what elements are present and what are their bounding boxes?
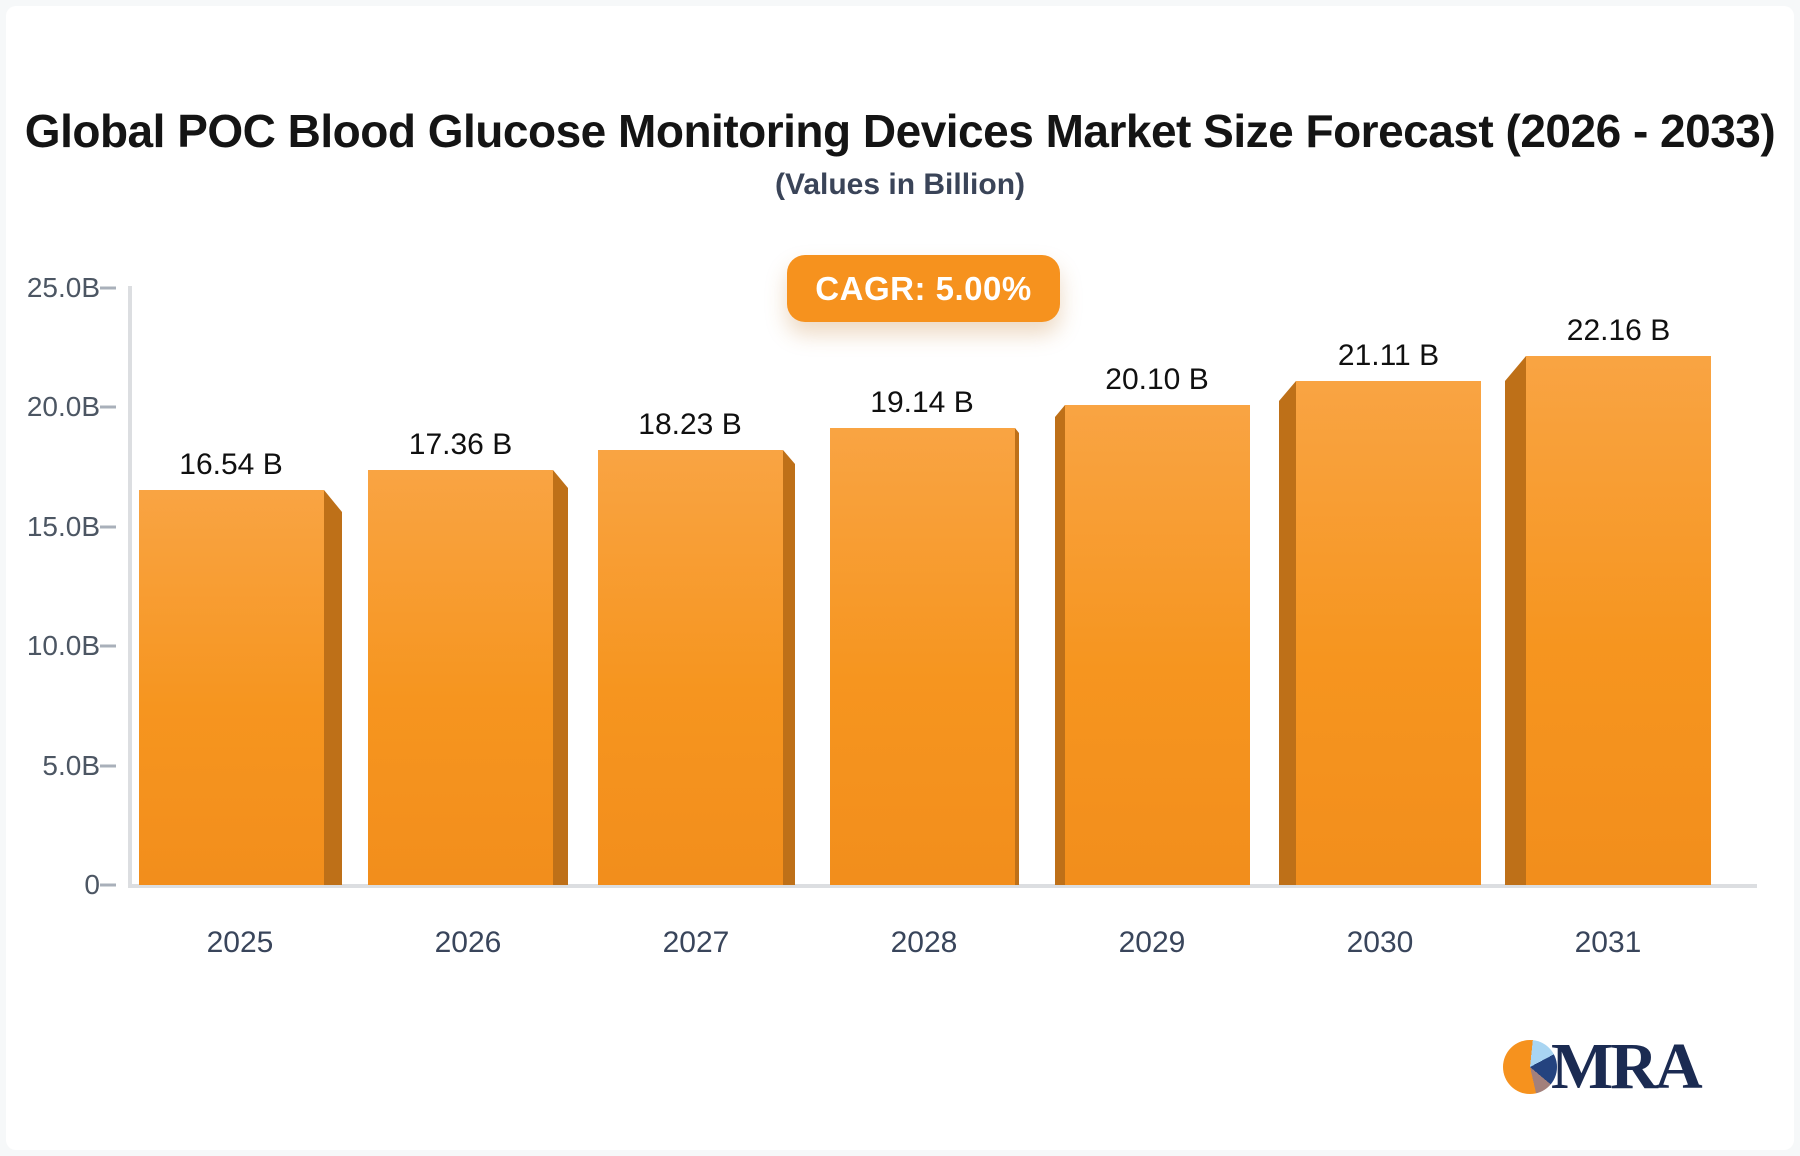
y-axis-label: 15.0B bbox=[26, 510, 100, 542]
bar-value-label: 20.10 B bbox=[1105, 363, 1209, 396]
bar-group bbox=[598, 450, 795, 885]
bar-group bbox=[1055, 405, 1250, 885]
bar-value-label: 22.16 B bbox=[1566, 314, 1671, 347]
bar bbox=[598, 450, 783, 885]
bar-side-face bbox=[1279, 381, 1296, 885]
bar-side-face bbox=[324, 490, 342, 885]
bar bbox=[1065, 405, 1250, 885]
y-axis-label: 10.0B bbox=[26, 630, 100, 662]
bar-side-face bbox=[1055, 405, 1065, 885]
y-axis-label: 20.0B bbox=[26, 391, 100, 423]
cagr-badge-label: CAGR: 5.00% bbox=[815, 269, 1032, 307]
x-axis-line bbox=[128, 884, 1757, 888]
bar bbox=[368, 470, 553, 885]
y-axis-line bbox=[128, 286, 132, 888]
mra-logo: MRA bbox=[1503, 1030, 1703, 1103]
chart-title: Global POC Blood Glucose Monitoring Devi… bbox=[24, 105, 1776, 157]
bar bbox=[1526, 356, 1711, 885]
y-axis-tick bbox=[100, 764, 116, 768]
bar bbox=[830, 428, 1015, 885]
bar-group bbox=[1279, 381, 1481, 885]
y-axis-label: 0 bbox=[84, 869, 100, 900]
bar-value-label: 17.36 B bbox=[408, 428, 513, 461]
y-axis-tick bbox=[100, 525, 116, 529]
bar-group bbox=[139, 490, 342, 885]
x-axis-label: 2030 bbox=[1346, 926, 1414, 959]
cagr-badge: CAGR: 5.00% bbox=[787, 255, 1060, 322]
x-axis-label: 2029 bbox=[1118, 926, 1186, 959]
pie-chart-logo-icon bbox=[1503, 1040, 1557, 1094]
bar-group bbox=[830, 428, 1019, 885]
bar-side-face bbox=[1505, 356, 1526, 885]
bar bbox=[139, 490, 324, 885]
y-axis-tick bbox=[100, 286, 116, 290]
bar-group bbox=[368, 470, 568, 885]
bar-value-label: 21.11 B bbox=[1337, 339, 1440, 372]
bar-value-label: 18.23 B bbox=[638, 408, 742, 441]
x-axis-label: 2031 bbox=[1574, 926, 1642, 959]
x-axis-label: 2028 bbox=[890, 926, 958, 959]
x-axis-label: 2026 bbox=[434, 926, 502, 959]
bar-side-face bbox=[553, 470, 568, 885]
y-axis-tick bbox=[100, 405, 116, 409]
y-axis-tick bbox=[100, 644, 116, 648]
bar-side-face bbox=[783, 450, 795, 885]
bar-side-face bbox=[1015, 428, 1019, 885]
bar bbox=[1296, 381, 1481, 885]
bar-group bbox=[1505, 356, 1711, 885]
x-axis-label: 2025 bbox=[206, 926, 274, 959]
y-axis-label: 5.0B bbox=[42, 749, 100, 781]
bar-value-label: 19.14 B bbox=[870, 386, 974, 419]
x-axis-label: 2027 bbox=[662, 926, 730, 959]
y-axis-tick bbox=[100, 883, 116, 887]
bar-value-label: 16.54 B bbox=[179, 448, 283, 481]
logo-text: MRA bbox=[1551, 1030, 1703, 1103]
chart-subtitle: (Values in Billion) bbox=[774, 168, 1026, 201]
y-axis-label: 25.0B bbox=[26, 272, 100, 303]
